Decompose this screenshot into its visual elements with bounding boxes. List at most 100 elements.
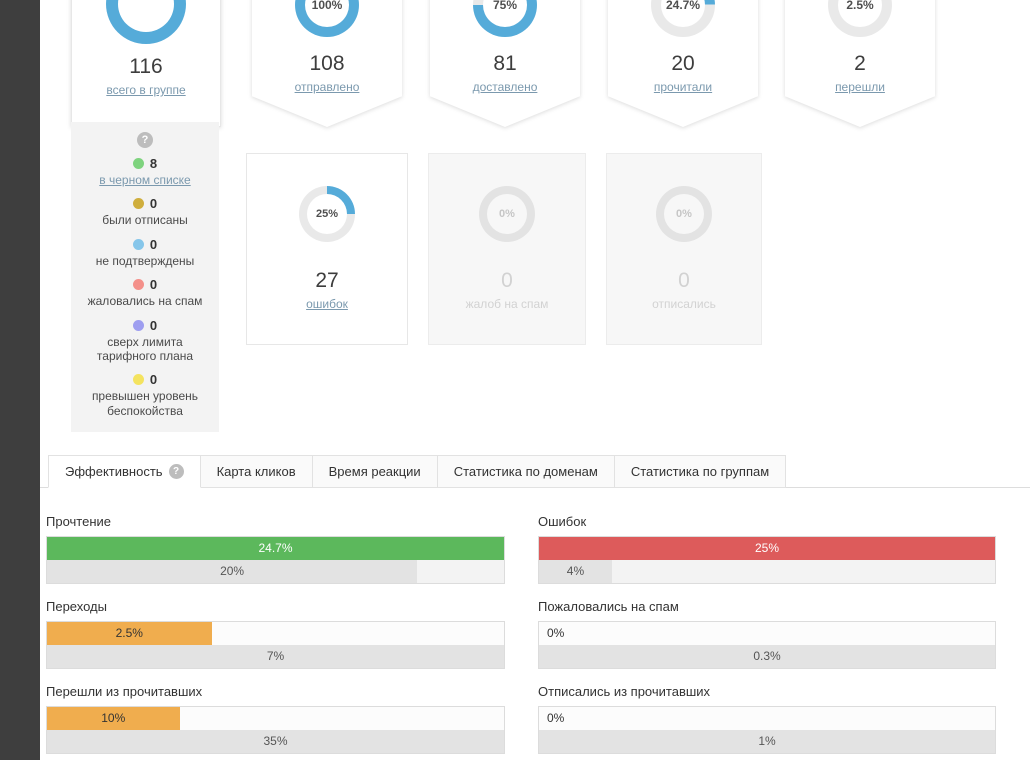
click-to-read-bar: 10%	[47, 707, 504, 730]
errors-donut-chart: 25%	[299, 186, 355, 242]
clicked-donut-chart: 2.5%	[828, 0, 892, 37]
clicked-link[interactable]: перешли	[835, 80, 885, 94]
donut-percent: 2.5%	[846, 0, 874, 12]
tab-label: Карта кликов	[216, 464, 296, 479]
list-item-unconfirmed: 0 не подтверждены	[96, 237, 195, 268]
read-count: 20	[671, 52, 695, 75]
spam-complaints-average-bar: 0.3%	[539, 645, 995, 668]
spam-label: жалоб на спам	[465, 297, 549, 311]
summary-card-clicked: 2.5% 2 перешли	[785, 0, 935, 127]
spam-complaints-bar: 0%	[539, 622, 995, 645]
app-sidebar	[0, 0, 40, 760]
tab-domain-stats[interactable]: Статистика по доменам	[437, 455, 615, 488]
help-icon[interactable]: ?	[137, 132, 153, 148]
tab-group-stats[interactable]: Статистика по группам	[614, 455, 787, 488]
sent-count: 108	[309, 52, 345, 75]
total-in-group-link[interactable]: всего в группе	[106, 83, 186, 97]
chart-title: Отписались из прочитавших	[538, 684, 711, 699]
unsubscribed-label: отписались	[652, 297, 716, 311]
summary-card-delivered: 75% 81 доставлено	[430, 0, 580, 127]
errors-bar: 25%	[539, 537, 995, 560]
chart-column-right: Ошибок 25% 4% Пожаловались на спам 0%	[538, 514, 996, 769]
delivered-count: 81	[493, 52, 517, 75]
chart-group-click-rate: Переходы 2.5% 7%	[46, 599, 505, 669]
chart-group-errors: Ошибок 25% 4%	[538, 514, 996, 584]
total-donut-chart	[106, 0, 186, 44]
errors-average-bar: 4%	[539, 560, 995, 583]
errors-link[interactable]: ошибок	[306, 297, 348, 311]
errors-count: 27	[315, 269, 339, 292]
click-to-read-average-bar: 35%	[47, 730, 504, 753]
tab-click-map[interactable]: Карта кликов	[200, 455, 313, 488]
chart-title: Пожаловались на спам	[538, 599, 679, 614]
chart-group-unsubscribe-to-read: Отписались из прочитавших 0% 1%	[538, 684, 996, 754]
donut-percent: 24.7%	[665, 0, 701, 12]
errors-card: 25% 27 ошибок	[246, 153, 408, 345]
tab-label: Время реакции	[328, 464, 421, 479]
chart-title: Переходы	[46, 599, 107, 614]
click-rate-average-bar: 7%	[47, 645, 504, 668]
subscriber-status-panel: ? 8 в черном списке 0 были отписаны 0 не…	[71, 122, 219, 432]
status-label: были отписаны	[102, 213, 188, 228]
chart-group-click-to-read: Перешли из прочитавших 10% 35%	[46, 684, 505, 754]
chart-title: Прочтение	[46, 514, 111, 529]
clicked-count: 2	[854, 52, 866, 75]
read-donut-chart: 24.7%	[651, 0, 715, 37]
chart-column-left: Прочтение 24.7% 20% Переходы 2.5%	[46, 514, 505, 769]
delivered-link[interactable]: доставлено	[472, 80, 538, 94]
stats-page: 116 всего в группе 100% 108 отправлено 7…	[40, 0, 1030, 760]
list-item-anxiety-level: 0 превышен уровень беспокойства	[77, 372, 213, 418]
tab-reaction-time[interactable]: Время реакции	[312, 455, 438, 488]
tab-label: Статистика по группам	[630, 464, 770, 479]
list-item-blacklist: 8 в черном списке	[99, 156, 190, 187]
chart-group-spam-complaints: Пожаловались на спам 0% 0.3%	[538, 599, 996, 669]
chart-title: Ошибок	[538, 514, 587, 529]
sent-donut-chart: 100%	[295, 0, 359, 37]
status-value: 0	[149, 277, 158, 293]
unsubscribe-to-read-average-bar: 1%	[539, 730, 995, 753]
total-count: 116	[129, 55, 163, 78]
summary-card-sent: 100% 108 отправлено	[252, 0, 402, 127]
spam-count: 0	[501, 269, 513, 292]
sent-link[interactable]: отправлено	[294, 80, 360, 94]
status-value: 0	[149, 372, 158, 388]
tab-label: Эффективность	[65, 464, 163, 479]
donut-percent: 0%	[676, 208, 692, 220]
read-link[interactable]: прочитали	[653, 80, 713, 94]
status-dot	[132, 198, 144, 210]
read-rate-bar: 24.7%	[47, 537, 504, 560]
status-value: 0	[149, 317, 158, 333]
help-icon[interactable]: ?	[168, 464, 184, 479]
donut-percent: 0%	[499, 208, 515, 220]
status-label: не подтверждены	[95, 253, 195, 268]
list-item-spam-complaints: 0 жаловались на спам	[88, 277, 203, 308]
status-dot	[132, 374, 144, 386]
unsubscribe-to-read-bar: 0%	[539, 707, 995, 730]
spam-complaints-card: 0% 0 жалоб на спам	[428, 153, 586, 345]
delivered-donut-chart: 75%	[473, 0, 537, 37]
status-label: сверх лимита тарифного плана	[96, 334, 194, 363]
chart-group-read-rate: Прочтение 24.7% 20%	[46, 514, 505, 584]
status-dot	[132, 319, 144, 331]
status-dot	[132, 158, 144, 169]
chart-title: Перешли из прочитавших	[46, 684, 203, 699]
tab-effectiveness[interactable]: Эффективность ?	[48, 455, 201, 488]
summary-card-read: 24.7% 20 прочитали	[608, 0, 758, 127]
blacklist-link[interactable]: в черном списке	[99, 173, 191, 187]
status-value: 0	[149, 236, 158, 252]
list-item-unsubscribed: 0 были отписаны	[102, 196, 188, 227]
unsubscribed-card: 0% 0 отписались	[606, 153, 762, 345]
status-dot	[132, 238, 144, 250]
status-dot	[132, 279, 144, 291]
status-value: 8	[149, 156, 158, 171]
unsubscribed-count: 0	[678, 269, 690, 292]
effectiveness-panel: Прочтение 24.7% 20% Переходы 2.5%	[40, 487, 1030, 760]
donut-percent: 100%	[311, 0, 343, 12]
list-item-over-limit: 0 сверх лимита тарифного плана	[77, 318, 213, 364]
unsubscribed-donut-chart: 0%	[656, 186, 712, 242]
status-label: превышен уровень беспокойства	[91, 389, 199, 418]
status-label: жаловались на спам	[87, 294, 203, 309]
read-rate-average-bar: 20%	[47, 560, 504, 583]
summary-card-total: 116 всего в группе	[71, 0, 221, 127]
status-value: 0	[149, 196, 158, 212]
